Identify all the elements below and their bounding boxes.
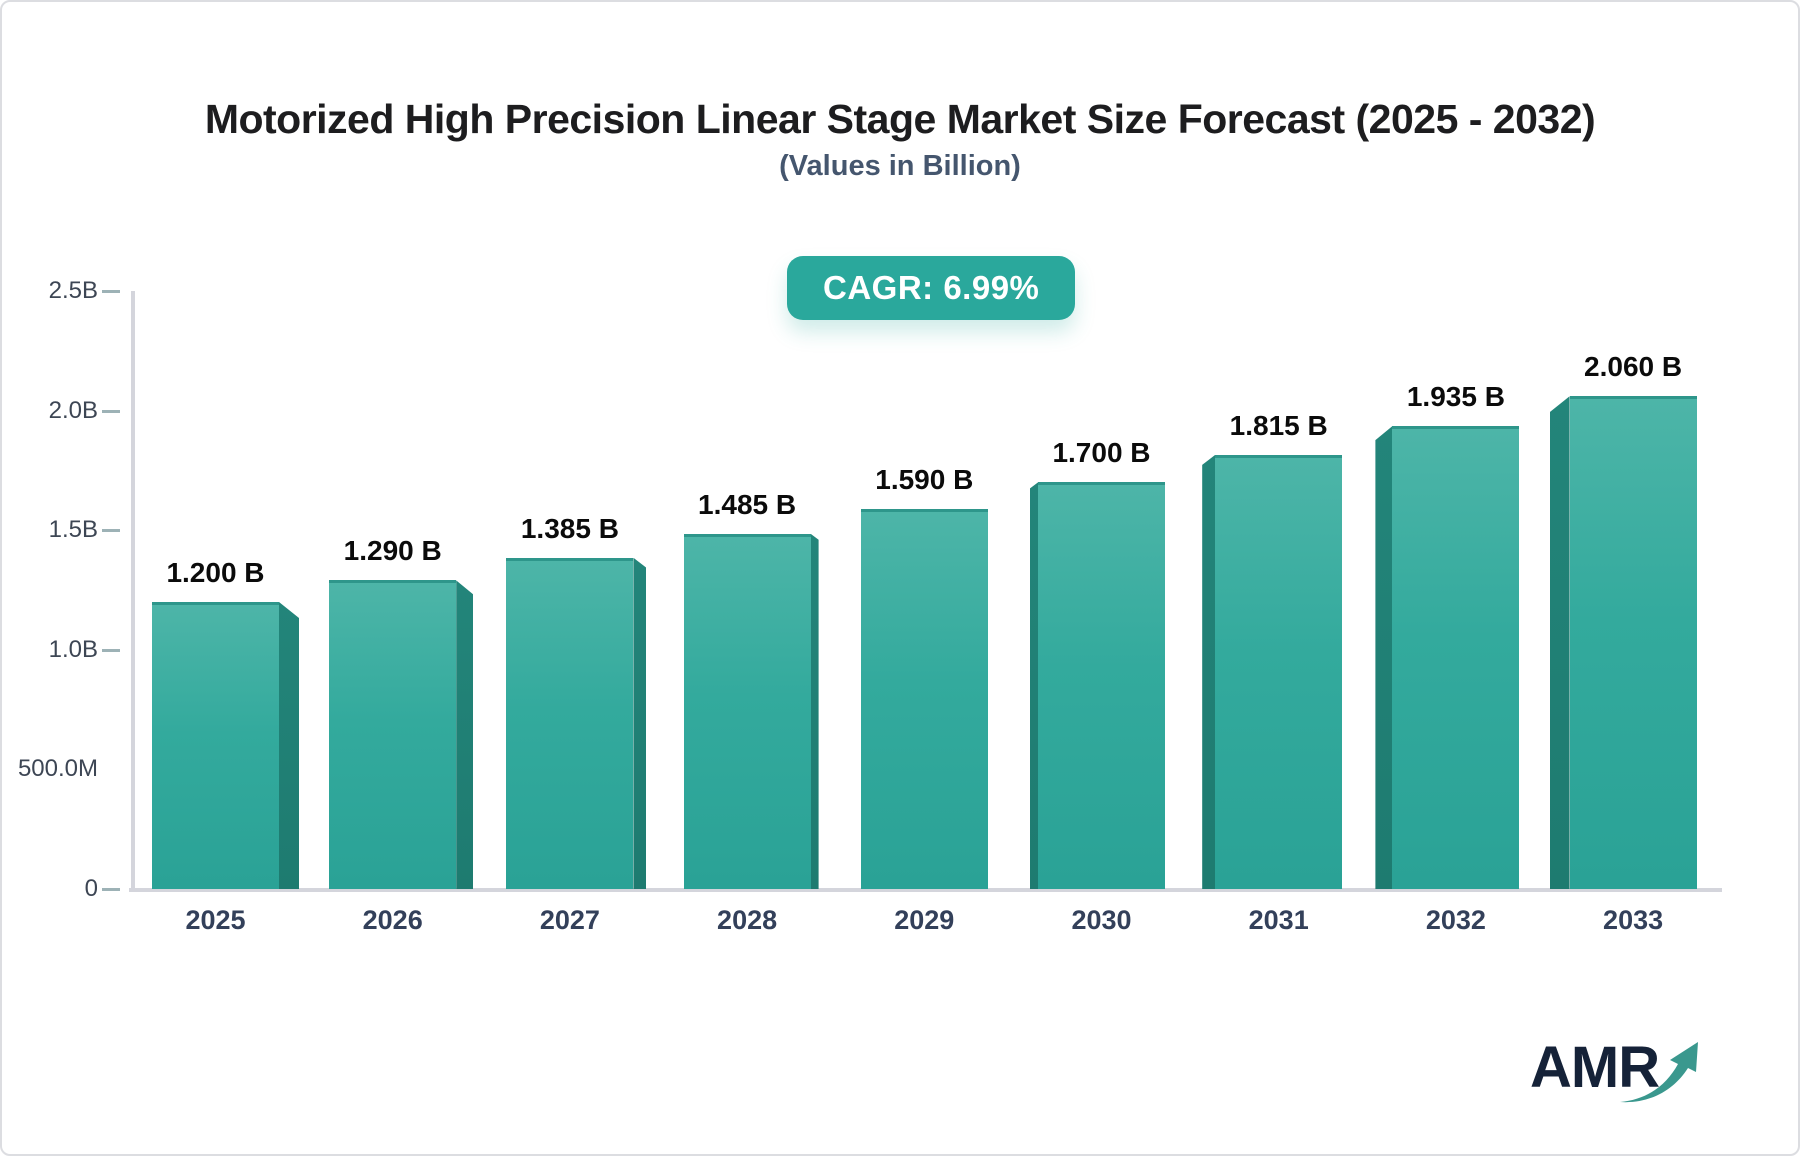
- amr-logo-text: AMR: [1530, 1035, 1660, 1100]
- bar-value-label: 1.935 B: [1406, 381, 1505, 413]
- chart-subtitle: (Values in Billion): [779, 150, 1021, 182]
- bar-2028: [683, 533, 811, 889]
- x-axis-label: 2033: [1603, 905, 1664, 935]
- y-axis-tick-label: 500.0M: [17, 755, 98, 783]
- y-axis-line: [131, 291, 135, 892]
- y-axis-tick: [102, 648, 120, 652]
- y-axis-tick: [102, 888, 120, 891]
- bar-value-label: 1.590 B: [875, 463, 974, 495]
- y-axis-tick-label: 2.5B: [48, 277, 98, 304]
- bar-value-label: 1.485 B: [698, 488, 797, 520]
- bar-2031: [1215, 454, 1343, 889]
- chart-title: Motorized High Precision Linear Stage Ma…: [204, 96, 1596, 142]
- bar-2030: [1038, 482, 1165, 889]
- x-axis-label: 2028: [717, 905, 778, 935]
- x-axis-label: 2025: [185, 905, 246, 935]
- bar-2033: [1569, 396, 1697, 889]
- bar-side: [279, 601, 299, 889]
- x-axis-label: 2026: [362, 905, 423, 935]
- amr-logo: AMR: [1530, 1034, 1730, 1114]
- bar-side: [810, 533, 819, 889]
- bar-side: [1375, 426, 1393, 889]
- bar-side: [456, 580, 474, 889]
- x-axis-line: [129, 888, 1722, 892]
- y-axis-tick-label: 2.0B: [48, 396, 98, 424]
- bar-side: [1549, 396, 1570, 889]
- bar-2025: [152, 601, 279, 889]
- x-axis-label: 2032: [1425, 905, 1486, 935]
- y-axis-tick: [102, 290, 120, 293]
- y-axis-tick-label: 1.5B: [48, 516, 98, 544]
- bar-value-label: 1.385 B: [520, 512, 619, 544]
- bar-side: [1202, 454, 1216, 889]
- x-axis-label: 2029: [894, 905, 955, 935]
- x-axis-label: 2030: [1071, 905, 1132, 935]
- bar-2032: [1392, 426, 1520, 889]
- bar-value-label: 1.200 B: [166, 556, 265, 588]
- bar-value-label: 1.815 B: [1229, 409, 1328, 441]
- growth-arrow-icon: [1620, 1042, 1698, 1103]
- y-axis-tick: [102, 409, 120, 413]
- bar-2027: [506, 557, 634, 889]
- x-axis-label: 2031: [1248, 905, 1309, 935]
- bar-side: [633, 557, 647, 889]
- y-axis-tick: [102, 529, 120, 533]
- y-axis-tick-label: 1.0B: [48, 635, 98, 663]
- bar-2029: [860, 508, 988, 889]
- cagr-badge: CAGR: 6.99%: [787, 256, 1076, 320]
- bar-side: [1030, 482, 1038, 889]
- x-axis-label: 2027: [539, 905, 600, 935]
- bar-value-label: 1.290 B: [343, 535, 442, 567]
- y-axis-tick-label: 0: [84, 875, 98, 902]
- bar-2026: [329, 580, 457, 889]
- bar-value-label: 2.060 B: [1584, 351, 1683, 383]
- bar-value-label: 1.700 B: [1052, 437, 1151, 469]
